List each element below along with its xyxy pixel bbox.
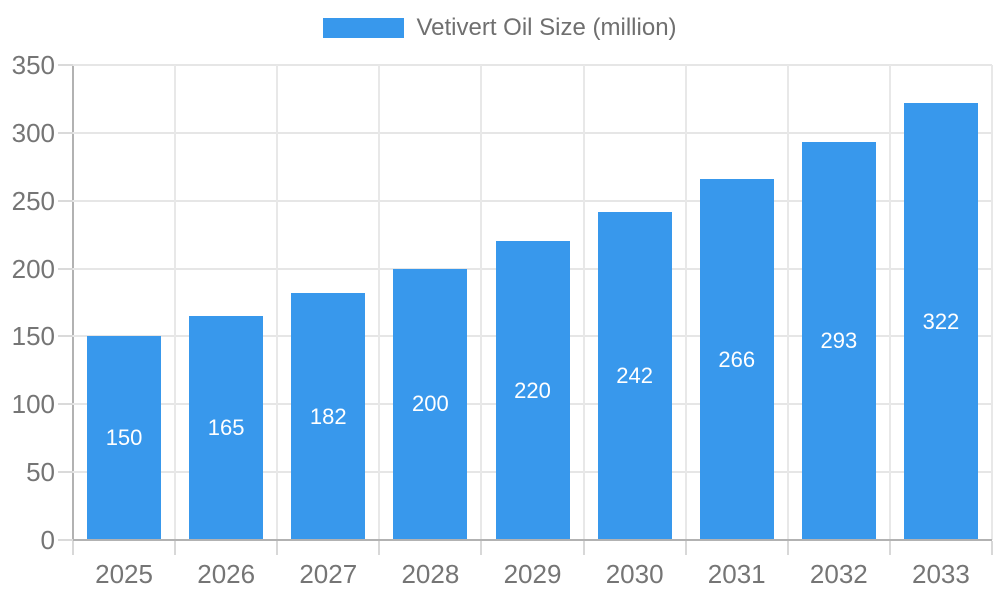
x-axis-tick — [684, 541, 687, 555]
bar-2029[interactable] — [495, 241, 570, 540]
gridline-horizontal — [73, 199, 992, 202]
y-axis-tick — [58, 335, 73, 338]
bar-2025[interactable] — [87, 336, 162, 540]
y-tick-label: 150 — [11, 321, 55, 352]
x-tick-label: 2029 — [503, 559, 562, 589]
bar-value-label: 150 — [105, 425, 143, 451]
bar-2028[interactable] — [393, 268, 468, 540]
gridline-vertical — [480, 65, 483, 540]
y-tick-label: 300 — [11, 117, 55, 148]
bar-2030[interactable] — [597, 211, 672, 540]
x-tick-label: 2031 — [707, 559, 766, 589]
y-axis-tick — [58, 267, 73, 270]
x-axis-tick — [378, 541, 381, 555]
x-axis-tick — [991, 541, 993, 555]
y-tick-label: 200 — [11, 253, 55, 284]
y-tick-label: 50 — [26, 457, 55, 488]
bar-value-label: 322 — [922, 308, 960, 334]
gridline-vertical — [276, 65, 279, 540]
gridline-vertical — [174, 65, 177, 540]
gridline-horizontal — [73, 64, 992, 66]
x-tick-label: 2032 — [809, 559, 868, 589]
bar-value-label: 293 — [820, 328, 858, 354]
x-axis-tick — [888, 541, 891, 555]
gridline-vertical — [684, 65, 687, 540]
bar-value-label: 182 — [309, 403, 347, 429]
y-tick-label: 100 — [11, 389, 55, 420]
x-tick-label: 2026 — [197, 559, 256, 589]
x-axis-tick — [72, 541, 74, 555]
y-axis-tick — [58, 403, 73, 406]
bar-2031[interactable] — [699, 179, 774, 540]
bar-2026[interactable] — [189, 316, 264, 540]
x-axis-tick — [786, 541, 789, 555]
bar-value-label: 165 — [207, 415, 245, 441]
legend-swatch — [323, 18, 405, 38]
bar-2032[interactable] — [801, 142, 876, 540]
x-axis-tick — [276, 541, 279, 555]
y-tick-label: 0 — [40, 525, 55, 555]
y-axis-tick — [58, 64, 73, 66]
x-axis-tick — [582, 541, 585, 555]
x-tick-label: 2028 — [401, 559, 460, 589]
bar-2033[interactable] — [903, 103, 978, 540]
gridline-vertical — [582, 65, 585, 540]
gridline-vertical — [991, 65, 993, 540]
legend-label: Vetivert Oil Size (million) — [416, 14, 677, 41]
bar-value-label: 242 — [616, 362, 653, 388]
y-axis-tick — [58, 131, 73, 134]
bar-value-label: 220 — [514, 377, 551, 403]
x-tick-label: 2027 — [299, 559, 358, 589]
x-axis-tick — [174, 541, 177, 555]
x-tick-label: 2030 — [605, 559, 664, 589]
x-axis-tick — [480, 541, 483, 555]
bar-value-label: 200 — [412, 391, 449, 417]
y-tick-label: 250 — [11, 185, 55, 216]
gridline-vertical — [378, 65, 381, 540]
y-axis-tick — [58, 539, 73, 541]
y-axis-tick — [58, 199, 73, 202]
y-axis-tick — [58, 471, 73, 474]
gridline-vertical — [786, 65, 789, 540]
x-tick-label: 2025 — [95, 559, 153, 589]
y-axis-line — [72, 65, 74, 555]
x-tick-label: 2033 — [912, 559, 970, 589]
bar-value-label: 266 — [718, 346, 756, 372]
plot-area — [73, 64, 993, 540]
legend[interactable]: Vetivert Oil Size (million) — [0, 14, 1000, 42]
gridline-vertical — [888, 65, 891, 540]
bar-2027[interactable] — [291, 293, 366, 540]
y-tick-label: 350 — [11, 50, 55, 80]
x-axis-line — [73, 539, 992, 541]
gridline-horizontal — [73, 131, 992, 134]
